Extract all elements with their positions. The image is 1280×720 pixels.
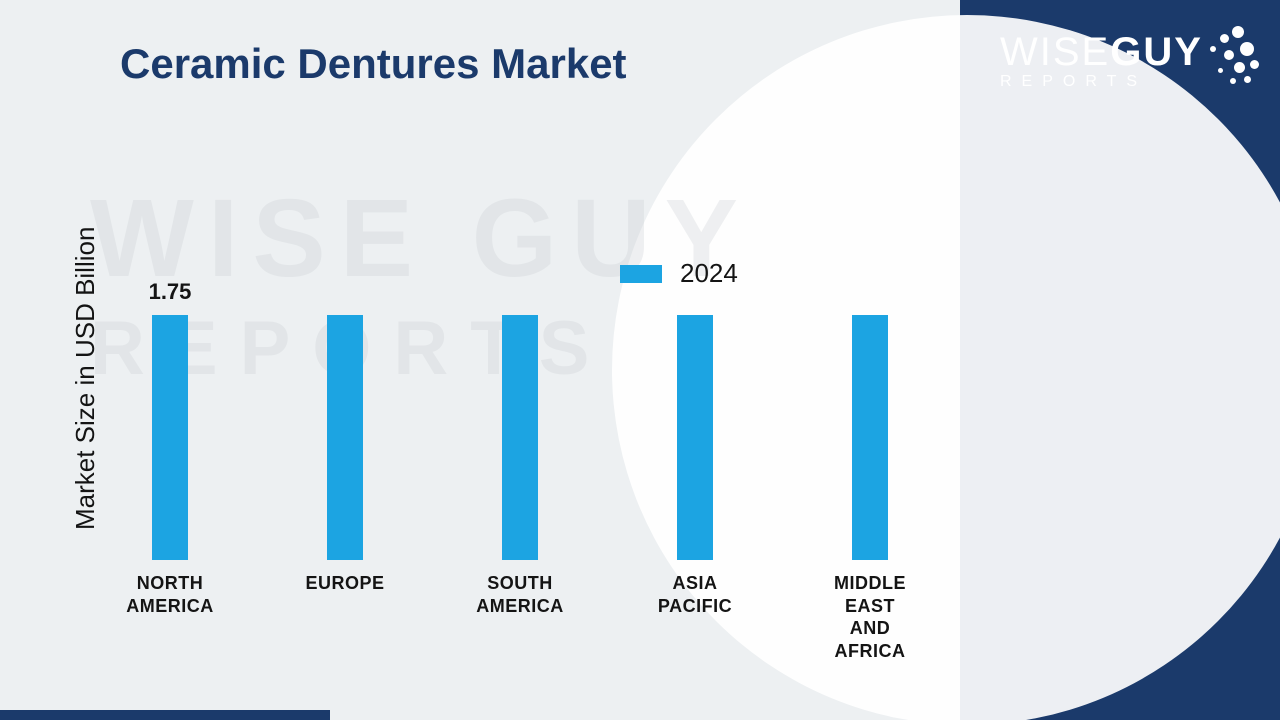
bar-asia-pacific [677, 315, 713, 560]
logo-head-icon [1210, 26, 1270, 96]
logo-guy: GUY [1110, 30, 1203, 74]
logo-wise: WISE [1000, 30, 1110, 74]
bar-value-0: 1.75 [120, 279, 220, 305]
bar-north-america [152, 315, 188, 560]
bottom-strip [0, 710, 330, 720]
logo-sub: REPORTS [1000, 73, 1203, 91]
stage: WISE GUY REPORTS Ceramic Dentures Market… [0, 0, 1280, 720]
x-tick-1: EUROPE [270, 572, 420, 595]
legend-label: 2024 [680, 258, 738, 289]
legend: 2024 [620, 258, 738, 289]
x-tick-2: SOUTHAMERICA [445, 572, 595, 617]
bar-middle-east-africa [852, 315, 888, 560]
x-tick-4: MIDDLEEASTANDAFRICA [795, 572, 945, 662]
plot-area: 1.75 [110, 140, 930, 560]
y-axis-label: Market Size in USD Billion [70, 227, 101, 530]
bar-south-america [502, 315, 538, 560]
legend-swatch [620, 265, 662, 283]
chart-title: Ceramic Dentures Market [120, 40, 627, 88]
bar-europe [327, 315, 363, 560]
x-tick-0: NORTHAMERICA [95, 572, 245, 617]
x-tick-3: ASIAPACIFIC [620, 572, 770, 617]
brand-logo: WISEGUY REPORTS [1000, 30, 1203, 91]
